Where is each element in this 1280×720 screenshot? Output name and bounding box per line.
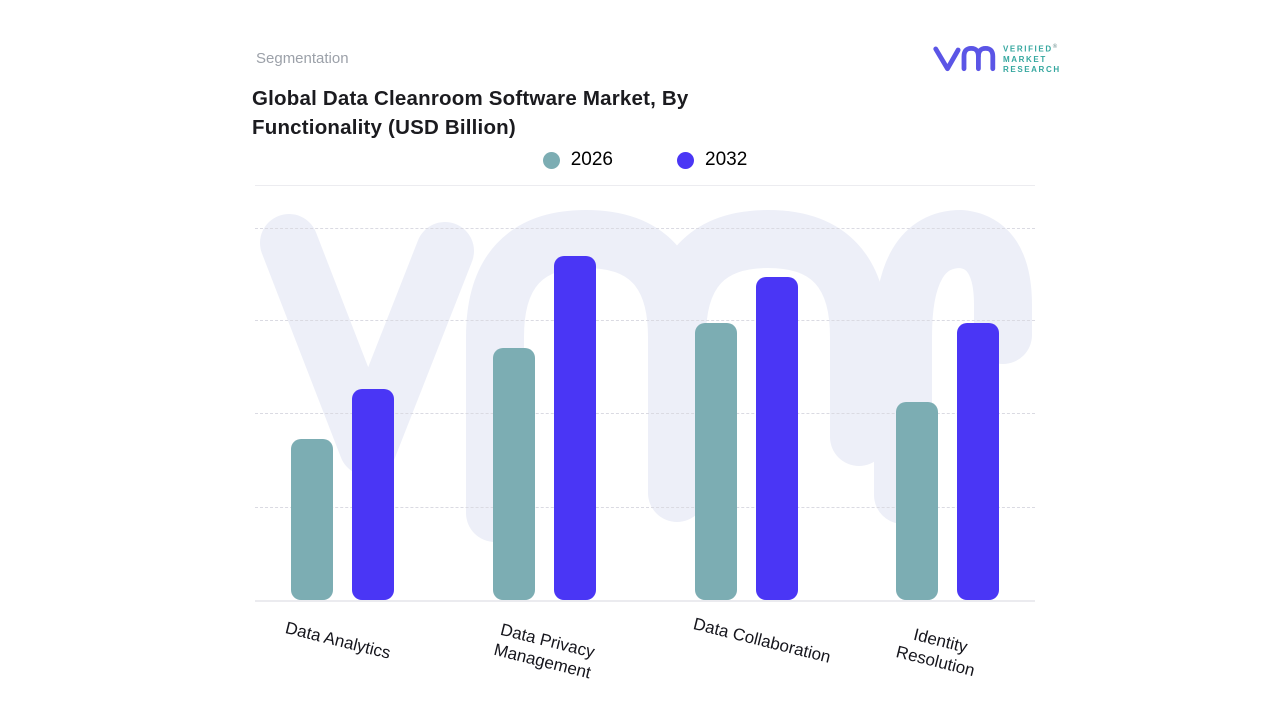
gridline — [255, 507, 1035, 508]
legend-label-2032: 2032 — [705, 149, 748, 170]
gridline — [255, 228, 1035, 229]
bar-2026-data-collaboration — [695, 323, 737, 600]
logo-line-2: MARKET — [1003, 54, 1047, 64]
brand-logo-text: VERIFIED® MARKET RESEARCH — [1003, 42, 1061, 75]
gridline — [255, 320, 1035, 321]
registered-trademark-icon: ® — [1052, 44, 1058, 50]
category-label-identity-resolution: Identity Resolution — [894, 624, 977, 681]
bar-2026-data-privacy-management — [493, 348, 535, 600]
eyebrow-label: Segmentation — [256, 50, 349, 67]
bar-2032-data-collaboration — [756, 277, 798, 600]
gridline — [255, 413, 1035, 414]
bar-2032-identity-resolution — [957, 323, 999, 600]
logo-line-1: VERIFIED — [1003, 44, 1053, 54]
logo-line-3: RESEARCH — [1003, 64, 1061, 74]
legend-item-2032[interactable]: 2032 — [677, 149, 747, 171]
vm-monogram-icon — [933, 46, 996, 72]
bar-group-identity-resolution — [896, 323, 999, 600]
brand-logo: VERIFIED® MARKET RESEARCH — [932, 42, 1061, 75]
legend-plot-divider — [255, 185, 1035, 186]
bar-group-data-collaboration — [695, 277, 798, 600]
legend-label-2026: 2026 — [570, 149, 613, 170]
legend-item-2026[interactable]: 2026 — [542, 149, 613, 171]
plot-area — [255, 185, 1035, 602]
category-label-data-analytics: Data Analytics — [283, 618, 393, 663]
chart-legend: 2026 2032 — [255, 149, 1035, 171]
bar-2026-data-analytics — [291, 439, 333, 600]
legend-swatch-2026 — [542, 151, 560, 169]
bar-group-data-privacy-management — [493, 256, 596, 600]
category-label-data-collaboration: Data Collaboration — [691, 614, 833, 667]
bar-2032-data-analytics — [352, 389, 394, 600]
legend-swatch-2032 — [677, 151, 694, 169]
bar-2032-data-privacy-management — [554, 256, 596, 600]
bar-group-data-analytics — [291, 389, 394, 600]
chart-title: Global Data Cleanroom Software Market, B… — [252, 87, 689, 139]
category-label-data-privacy-management: Data Privacy Management — [492, 619, 597, 683]
bar-2026-identity-resolution — [896, 402, 938, 600]
category-axis: Data Analytics Data Privacy Management Data… — [255, 614, 1035, 714]
